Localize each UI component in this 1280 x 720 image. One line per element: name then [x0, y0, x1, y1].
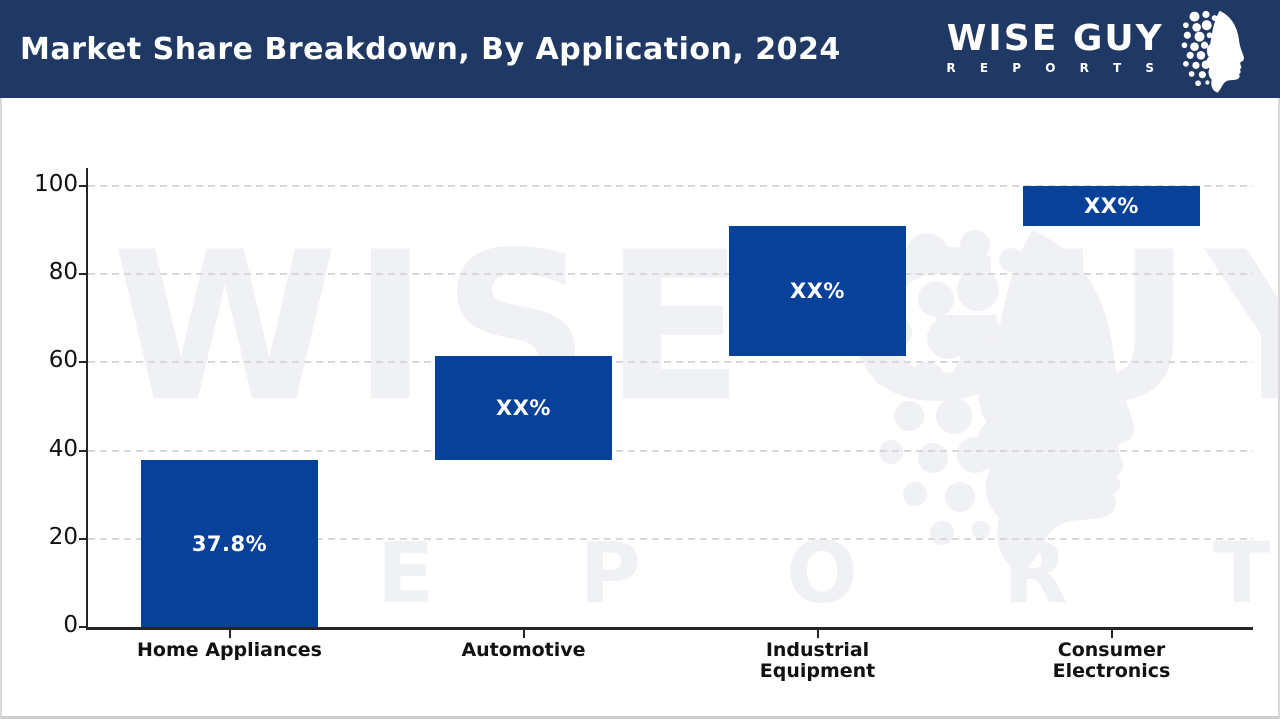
logo-text: WISE GUY R E P O R T S: [946, 20, 1164, 76]
y-tick-label: 60: [48, 347, 78, 374]
logo-wordmark: WISE GUY: [946, 18, 1164, 59]
y-tick-label: 20: [48, 523, 78, 550]
logo-subtitle: R E P O R T S: [946, 61, 1164, 75]
bar-value-label: 37.8%: [191, 531, 268, 556]
y-tick-label: 100: [34, 171, 78, 197]
y-tick-label: 80: [48, 259, 78, 286]
x-tick-mark: [522, 630, 525, 638]
x-tick-label: Industrial Equipment: [759, 639, 876, 682]
chart-canvas: WISE GUY R E P O R T S: [0, 98, 1280, 719]
y-axis-line: [86, 168, 88, 630]
x-axis-line: [86, 627, 1253, 630]
bar-segment: XX%: [435, 355, 612, 461]
watermark-face-icon: [873, 230, 1134, 572]
bar-value-label: XX%: [496, 396, 551, 421]
y-tick-mark: [79, 537, 88, 540]
x-tick-label: Automotive: [461, 639, 586, 661]
y-tick-mark: [79, 626, 88, 628]
y-tick-label: 40: [48, 435, 78, 462]
watermark-subtitle: R E P O R T S: [167, 524, 1278, 622]
bar-value-label: XX%: [1084, 193, 1139, 218]
x-tick-label: Consumer Electronics: [1052, 639, 1171, 682]
header-band: Market Share Breakdown, By Application, …: [0, 0, 1280, 98]
gridline: [88, 537, 1253, 540]
x-tick-mark: [228, 630, 231, 638]
x-tick-label: Home Appliances: [137, 639, 322, 661]
y-tick-mark: [79, 361, 88, 364]
y-tick-mark: [79, 273, 88, 276]
y-tick-label: 0: [63, 612, 78, 638]
gridline: [88, 273, 1253, 276]
y-tick-mark: [79, 449, 88, 452]
logo-face-icon: [1181, 10, 1244, 93]
bar-segment: XX%: [729, 225, 906, 356]
x-tick-mark: [816, 630, 819, 638]
wise-guy-logo: WISE GUY R E P O R T S: [946, 6, 1262, 94]
x-tick-mark: [1110, 630, 1113, 638]
gridline: [88, 361, 1253, 364]
y-tick-mark: [79, 185, 88, 187]
bar-value-label: XX%: [790, 278, 845, 303]
gridline: [88, 449, 1253, 452]
chart-title: Market Share Breakdown, By Application, …: [20, 31, 841, 67]
bar-segment: XX%: [1023, 186, 1200, 226]
gridline: [88, 185, 1253, 187]
bar-segment: 37.8%: [141, 460, 318, 627]
